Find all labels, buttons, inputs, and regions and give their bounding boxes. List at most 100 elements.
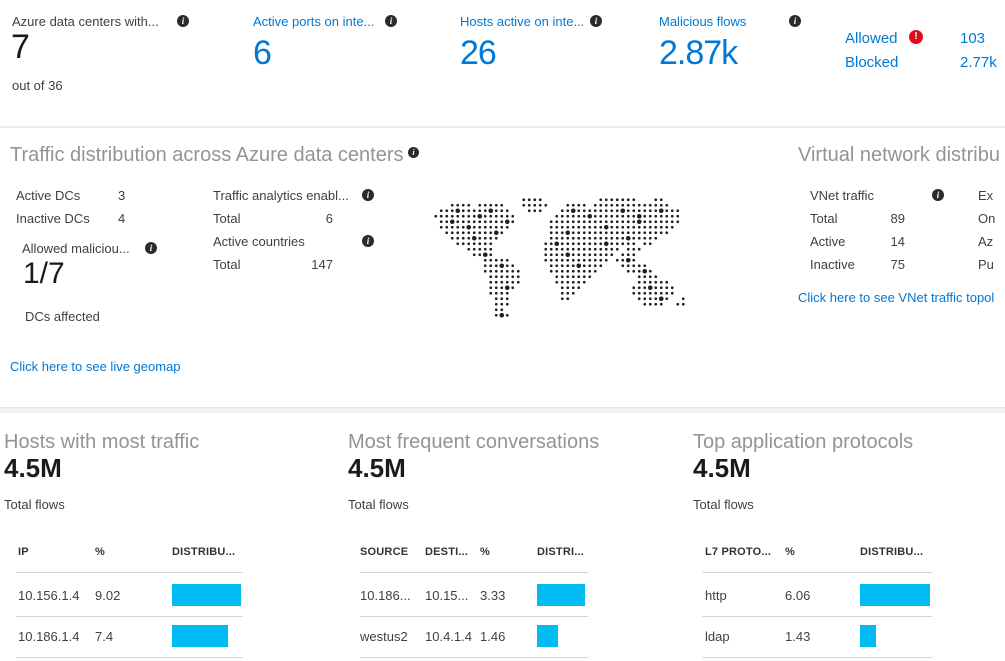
allowed-malicious-subtitle: DCs affected <box>25 309 100 324</box>
vnet-distribution-title: Virtual network distribu <box>798 144 1000 166</box>
hosts-cell: 9.02 <box>95 588 121 603</box>
hosts-cell: 10.186.1.4 <box>18 629 80 644</box>
conversations-cell: 3.33 <box>480 588 506 603</box>
conversations-cell: 10.15... <box>425 588 469 603</box>
info-icon[interactable]: i <box>932 189 944 201</box>
allowed-value: 103 <box>960 30 986 47</box>
vnet-clipped-label: Pu <box>978 257 994 272</box>
geomap-link[interactable]: Click here to see live geomap <box>10 359 181 374</box>
vnet-stat-value: 89 <box>890 211 905 226</box>
hosts-distribution-bar <box>172 625 228 647</box>
protocols-column-header: % <box>785 546 795 558</box>
dc-stat-label: Active DCs <box>16 188 81 203</box>
vnet-traffic-header: VNet traffic <box>810 188 875 203</box>
vnet-stat-label: Total <box>810 211 838 226</box>
info-icon[interactable]: i <box>789 15 801 27</box>
protocols-row-divider <box>702 657 932 658</box>
protocols-distribution-bar <box>860 584 930 606</box>
protocols-cell: 6.06 <box>785 588 811 603</box>
hosts-column-header: DISTRIBU... <box>172 546 236 558</box>
info-icon[interactable]: i <box>385 15 397 27</box>
hosts-row-divider <box>16 616 243 617</box>
vnet-stat-value: 75 <box>890 257 905 272</box>
info-icon[interactable]: i <box>590 15 602 27</box>
section-divider <box>0 126 1005 128</box>
info-icon[interactable]: i <box>408 147 419 158</box>
kpi-datacenters-value: 7 <box>11 28 30 66</box>
conversations-column-header: SOURCE <box>360 546 409 558</box>
kpi-active-ports-value: 6 <box>253 34 272 72</box>
protocols-column-header: DISTRIBU... <box>860 546 924 558</box>
kpi-active-ports-title[interactable]: Active ports on inte... <box>253 14 375 29</box>
conversations-panel-metric-label: Total flows <box>348 497 409 512</box>
protocols-panel-metric-label: Total flows <box>693 497 754 512</box>
blocked-label: Blocked <box>845 54 899 71</box>
analytics-value: 147 <box>311 257 333 272</box>
protocols-cell: http <box>705 588 727 603</box>
allowed-malicious-label: Allowed maliciou... <box>22 241 130 256</box>
world-dot-map <box>434 198 685 318</box>
kpi-malicious-flows-value: 2.87k <box>659 34 738 72</box>
hosts-cell: 7.4 <box>95 629 114 644</box>
conversations-cell: westus2 <box>360 629 408 644</box>
conversations-panel-title: Most frequent conversations <box>348 431 600 453</box>
conversations-distribution-bar <box>537 584 585 606</box>
protocols-cell: 1.43 <box>785 629 811 644</box>
dc-stat-label: Inactive DCs <box>16 211 90 226</box>
info-icon[interactable]: i <box>145 242 157 254</box>
protocols-panel-title: Top application protocols <box>693 431 914 453</box>
hosts-panel-metric-label: Total flows <box>4 497 65 512</box>
analytics-label: Total <box>213 211 241 226</box>
info-icon[interactable]: i <box>177 15 189 27</box>
hosts-column-header: IP <box>18 546 29 558</box>
conversations-header-underline <box>360 572 588 573</box>
protocols-row-divider <box>702 616 932 617</box>
analytics-label: Active countries <box>213 234 305 249</box>
vnet-topology-link[interactable]: Click here to see VNet traffic topol <box>798 290 995 305</box>
conversations-column-header: DISTRI... <box>537 546 585 558</box>
kpi-malicious-flows-title[interactable]: Malicious flows <box>659 14 747 29</box>
analytics-value: 6 <box>325 211 333 226</box>
traffic-distribution-title: Traffic distribution across Azure data c… <box>10 144 404 166</box>
info-icon[interactable]: i <box>362 189 374 201</box>
conversations-panel-metric: 4.5M <box>348 453 406 483</box>
hosts-panel-metric: 4.5M <box>4 453 62 483</box>
dc-stat-value: 3 <box>118 188 126 203</box>
vnet-stat-label: Active <box>810 234 846 249</box>
analytics-label: Total <box>213 257 241 272</box>
vnet-clipped-label: Ex <box>978 188 994 203</box>
conversations-distribution-bar <box>537 625 558 647</box>
hosts-cell: 10.156.1.4 <box>18 588 80 603</box>
kpi-datacenters-title: Azure data centers with... <box>12 14 159 29</box>
hosts-header-underline <box>16 572 243 573</box>
hosts-panel-title: Hosts with most traffic <box>4 431 200 453</box>
conversations-cell: 10.186... <box>360 588 411 603</box>
analytics-label: Traffic analytics enabl... <box>213 188 349 203</box>
protocols-distribution-bar <box>860 625 876 647</box>
section-divider <box>0 407 1005 413</box>
kpi-hosts-active-title[interactable]: Hosts active on inte... <box>460 14 585 29</box>
vnet-clipped-label: On <box>978 211 996 226</box>
protocols-cell: ldap <box>705 629 730 644</box>
protocols-header-underline <box>702 572 932 573</box>
kpi-datacenters-subtitle: out of 36 <box>12 78 63 93</box>
info-icon[interactable]: i <box>362 235 374 247</box>
conversations-column-header: DESTI... <box>425 546 469 558</box>
conversations-cell: 10.4.1.4 <box>425 629 472 644</box>
conversations-column-header: % <box>480 546 490 558</box>
vnet-clipped-label: Az <box>978 234 994 249</box>
conversations-row-divider <box>360 616 588 617</box>
protocols-column-header: L7 PROTO... <box>705 546 772 558</box>
kpi-hosts-active-value: 26 <box>460 34 497 72</box>
alert-icon[interactable]: ! <box>909 30 923 44</box>
hosts-row-divider <box>16 657 243 658</box>
allowed-malicious-value: 1/7 <box>23 257 65 290</box>
allowed-label: Allowed <box>845 30 898 47</box>
hosts-distribution-bar <box>172 584 241 606</box>
vnet-stat-label: Inactive <box>810 257 855 272</box>
conversations-cell: 1.46 <box>480 629 506 644</box>
dc-stat-value: 4 <box>118 211 126 226</box>
conversations-row-divider <box>360 657 588 658</box>
